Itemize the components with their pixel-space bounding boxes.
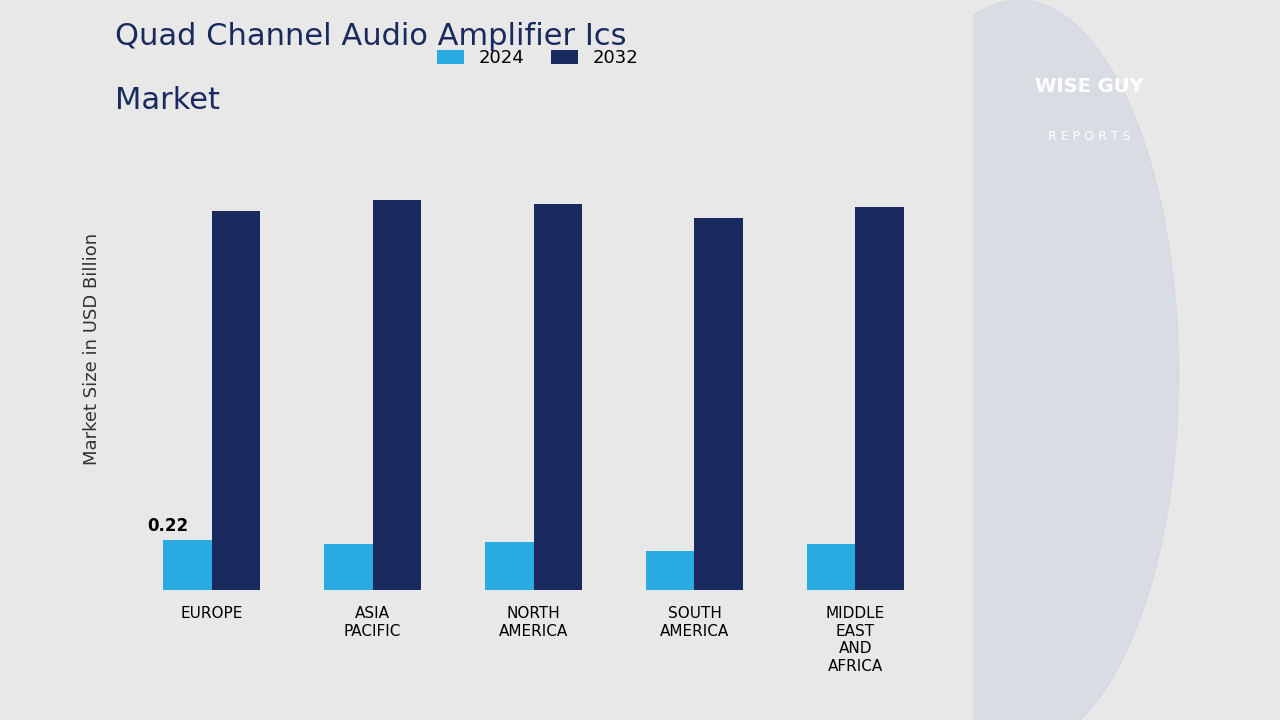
Y-axis label: Market Size in USD Billion: Market Size in USD Billion (83, 233, 101, 465)
Text: Quad Channel Audio Amplifier Ics: Quad Channel Audio Amplifier Ics (115, 22, 627, 50)
Bar (164, 540, 211, 590)
Bar (695, 218, 742, 590)
Text: Market: Market (115, 86, 220, 115)
Bar (855, 207, 904, 590)
Text: R E P O R T S: R E P O R T S (1048, 130, 1130, 143)
Bar (646, 552, 695, 590)
Bar (372, 200, 421, 590)
Bar (324, 544, 372, 590)
Bar (808, 544, 855, 590)
Bar (485, 542, 534, 590)
Circle shape (859, 0, 1179, 720)
Text: 0.22: 0.22 (147, 517, 188, 535)
Text: WISE GUY: WISE GUY (1036, 77, 1144, 96)
Bar (534, 204, 582, 590)
Legend: 2024, 2032: 2024, 2032 (436, 50, 639, 68)
Bar (211, 212, 260, 590)
